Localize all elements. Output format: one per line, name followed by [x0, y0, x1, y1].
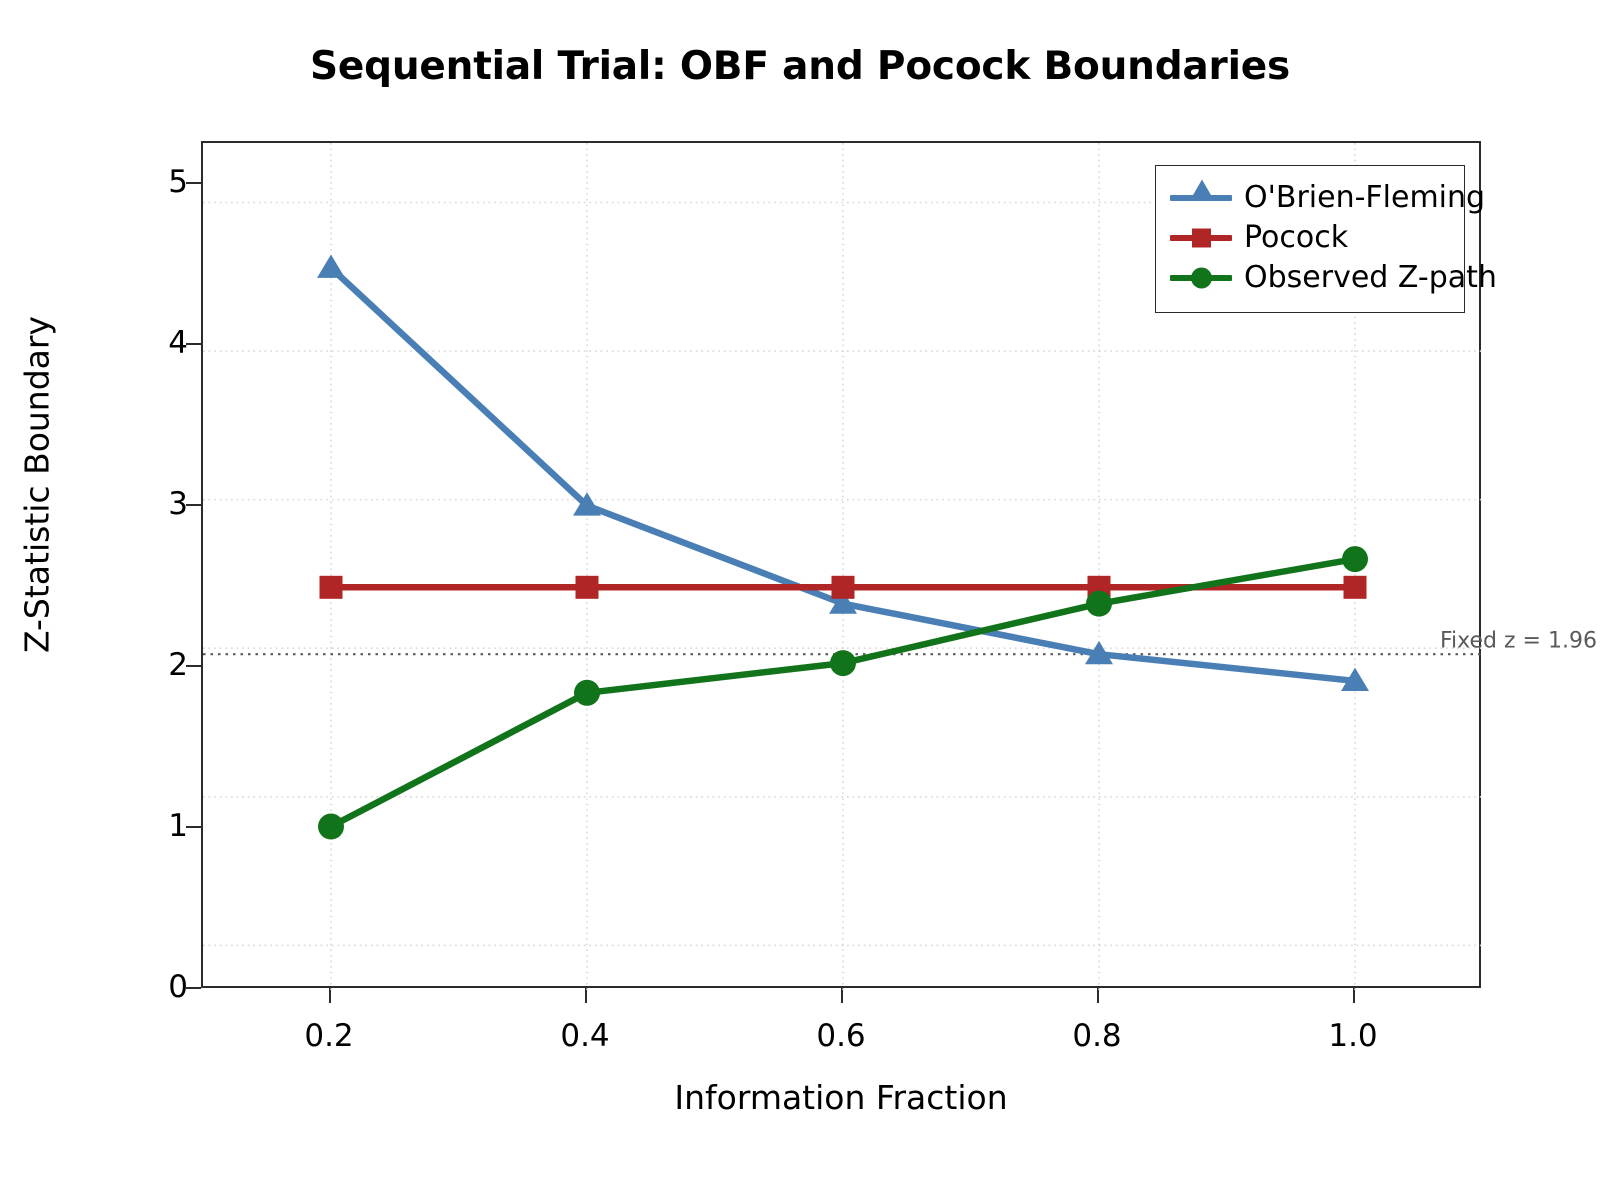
x-tick-mark-2: [841, 988, 843, 1003]
chart-legend: O'Brien-Fleming Pocock Observed Z-path: [1155, 165, 1497, 313]
y-tick-mark-1: [186, 826, 201, 828]
data-point-marker: [318, 813, 344, 840]
x-tick-mark-4: [1353, 988, 1355, 1003]
data-point-marker: [574, 679, 600, 706]
x-tick-label-2: 0.6: [816, 1018, 866, 1054]
y-tick-label-1: 1: [168, 808, 188, 844]
data-point-marker: [573, 492, 601, 516]
y-tick-mark-4: [186, 343, 201, 345]
data-point-marker: [829, 590, 857, 614]
y-tick-mark-3: [186, 504, 201, 506]
x-axis-label: Information Fraction: [674, 1078, 1008, 1117]
y-axis-label: Z-Statistic Boundary: [17, 316, 57, 654]
y-tick-label-0: 0: [168, 969, 188, 1005]
y-tick-mark-2: [186, 665, 201, 667]
triangle-marker-icon: [1191, 179, 1213, 199]
data-point-marker: [830, 650, 856, 677]
x-tick-label-3: 0.8: [1072, 1018, 1122, 1054]
fixed-z-annotation: Fixed z = 1.96: [1440, 628, 1597, 654]
legend-label-obrien-fleming: O'Brien-Fleming: [1244, 180, 1486, 215]
y-tick-mark-0: [186, 987, 201, 989]
legend-item-obrien-fleming[interactable]: O'Brien-Fleming: [1170, 178, 1485, 218]
y-tick-label-3: 3: [168, 486, 188, 522]
data-point-marker: [575, 575, 599, 599]
data-point-marker: [831, 575, 855, 599]
x-tick-mark-0: [329, 988, 331, 1003]
data-point-marker: [1086, 590, 1112, 617]
y-tick-mark-5: [186, 182, 201, 184]
data-point-marker: [1085, 640, 1113, 665]
legend-swatch-pocock: [1170, 221, 1232, 255]
y-tick-label-2: 2: [168, 647, 188, 683]
x-tick-mark-3: [1097, 988, 1099, 1003]
y-tick-label-5: 5: [168, 164, 188, 200]
data-point-marker: [1343, 575, 1367, 599]
y-tick-label-4: 4: [168, 325, 188, 361]
data-point-marker: [319, 575, 343, 599]
legend-item-observed-z-path[interactable]: Observed Z-path: [1170, 258, 1497, 298]
data-point-marker: [1341, 667, 1369, 691]
legend-label-pocock: Pocock: [1244, 220, 1349, 255]
x-tick-label-1: 0.4: [560, 1018, 610, 1054]
legend-swatch-observed-z-path: [1170, 261, 1232, 295]
square-marker-icon: [1192, 228, 1211, 248]
circle-marker-icon: [1191, 267, 1212, 289]
data-point-marker: [1342, 546, 1368, 573]
legend-item-pocock[interactable]: Pocock: [1170, 218, 1450, 258]
chart-title: Sequential Trial: OBF and Pocock Boundar…: [309, 44, 1291, 89]
x-tick-label-0: 0.2: [304, 1018, 354, 1054]
legend-swatch-obrien-fleming: [1170, 179, 1232, 215]
series-layer: [317, 254, 1369, 840]
x-tick-mark-1: [585, 988, 587, 1003]
legend-label-observed-z-path: Observed Z-path: [1244, 260, 1497, 295]
x-tick-label-4: 1.0: [1328, 1018, 1378, 1054]
data-point-marker: [317, 254, 345, 278]
